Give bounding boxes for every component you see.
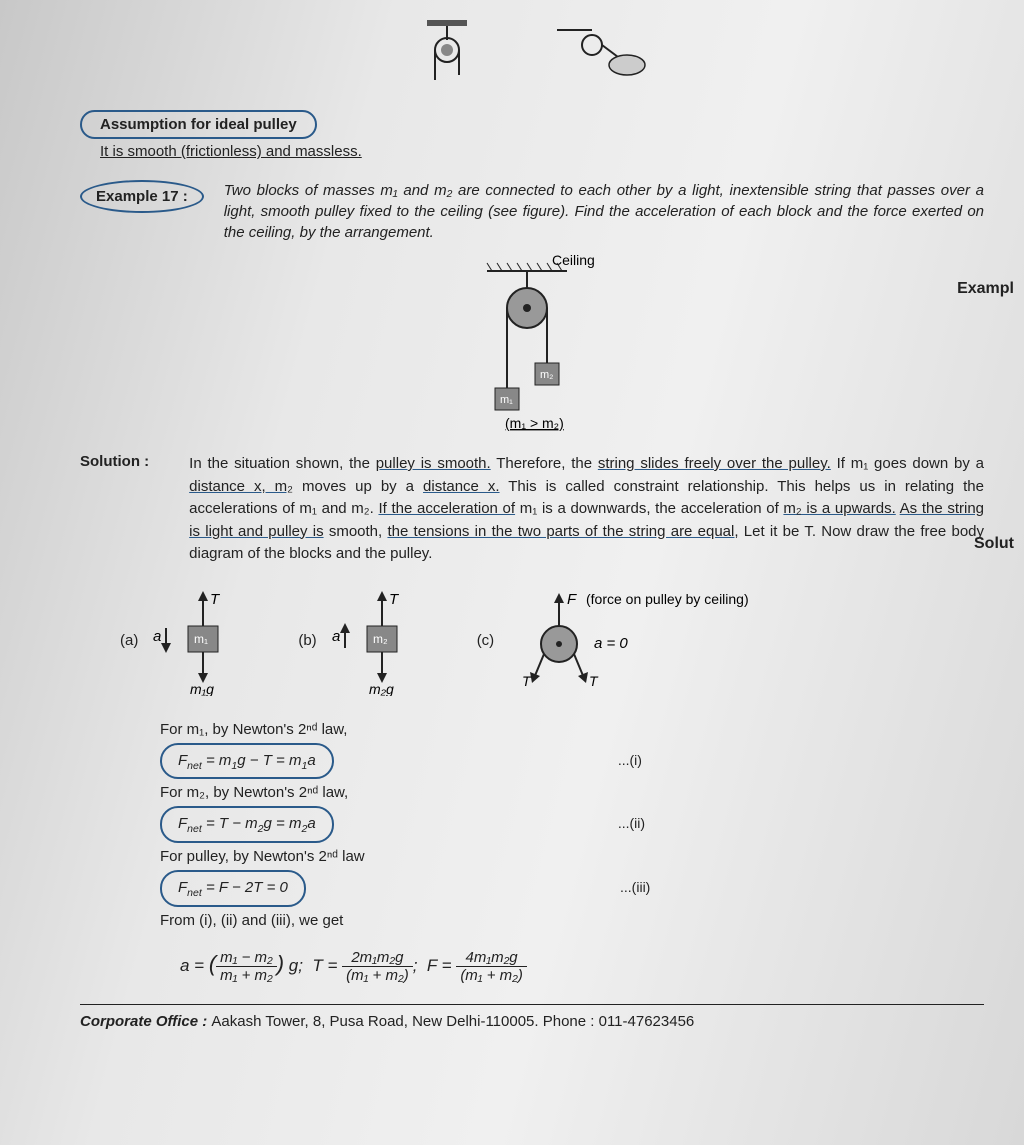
assumption-subtitle: It is smooth (frictionless) and massless…: [100, 143, 984, 160]
eqn-3: Fnet = F − 2T = 0: [160, 870, 306, 907]
eqn-line1: For m₁, by Newton's 2ⁿᵈ law,: [160, 716, 984, 743]
footer-label: Corporate Office :: [80, 1013, 211, 1030]
eqn-num-1: ...(i): [618, 748, 642, 773]
eqn-line4: From (i), (ii) and (iii), we get: [160, 907, 984, 934]
svg-text:T: T: [389, 591, 400, 608]
assumption-title-box: Assumption for ideal pulley: [80, 110, 317, 139]
fbd-c: (c) F (force on pulley by ceiling) T T a…: [477, 586, 765, 696]
footer-text: Aakash Tower, 8, Pusa Road, New Delhi-11…: [211, 1013, 694, 1030]
eqn-line3: For pulley, by Newton's 2ⁿᵈ law: [160, 843, 984, 870]
svg-text:a = 0: a = 0: [594, 635, 628, 652]
eqn-num-2: ...(ii): [618, 811, 645, 836]
svg-text:m₂: m₂: [540, 369, 553, 381]
svg-text:(m₁ > m₂): (m₁ > m₂): [505, 415, 564, 431]
assumption-title: Assumption for ideal pulley: [100, 116, 297, 133]
pulley-sketch-2: [557, 20, 647, 90]
ceiling-diagram: Ceiling m₁ m₂ (m₁ > m₂): [80, 253, 984, 433]
fbd-row: (a) T a m₁ m₁g (b) T a: [120, 586, 984, 696]
top-diagrams: [80, 20, 984, 90]
svg-text:(force on pulley by ceiling): (force on pulley by ceiling): [586, 591, 749, 607]
side-example-label: Exampl: [957, 280, 1014, 298]
equation-block: For m₁, by Newton's 2ⁿᵈ law, Fnet = m1g …: [160, 716, 984, 935]
svg-text:a: a: [332, 628, 340, 645]
fbd-b: (b) T a m₂ m₂g: [298, 586, 416, 696]
side-solution-label: Solut: [974, 535, 1014, 553]
solution-text: In the situation shown, the pulley is sm…: [189, 453, 984, 566]
svg-text:a: a: [153, 628, 161, 645]
final-equation: a = (m₁ − m₂m₁ + m₂) g; T = 2m₁m₂g(m₁ + …: [180, 949, 984, 984]
svg-text:m₂: m₂: [373, 632, 388, 646]
example-row: Example 17 : Two blocks of masses m₁ and…: [80, 180, 984, 243]
footer: Corporate Office : Aakash Tower, 8, Pusa…: [80, 1004, 984, 1030]
fbd-a: (a) T a m₁ m₁g: [120, 586, 238, 696]
eqn-num-3: ...(iii): [620, 875, 650, 900]
example-label: Example 17 :: [80, 180, 204, 213]
svg-text:T: T: [522, 673, 532, 689]
solution-label: Solution :: [80, 453, 149, 470]
svg-text:T: T: [589, 673, 599, 689]
svg-text:m₁g: m₁g: [190, 681, 214, 696]
solution-row: Solution : In the situation shown, the p…: [80, 453, 984, 566]
eqn-1: Fnet = m1g − T = m1a: [160, 743, 334, 780]
svg-text:F: F: [567, 591, 577, 608]
pulley-sketch-1: [417, 20, 477, 90]
svg-text:m₁: m₁: [194, 632, 208, 646]
svg-text:m₂g: m₂g: [369, 681, 394, 696]
eqn-2: Fnet = T − m2g = m2a: [160, 806, 334, 843]
svg-text:T: T: [210, 591, 221, 608]
example-text: Two blocks of masses m₁ and m₂ are conne…: [224, 180, 984, 243]
svg-text:m₁: m₁: [500, 394, 513, 406]
eqn-line2: For m₂, by Newton's 2ⁿᵈ law,: [160, 779, 984, 806]
